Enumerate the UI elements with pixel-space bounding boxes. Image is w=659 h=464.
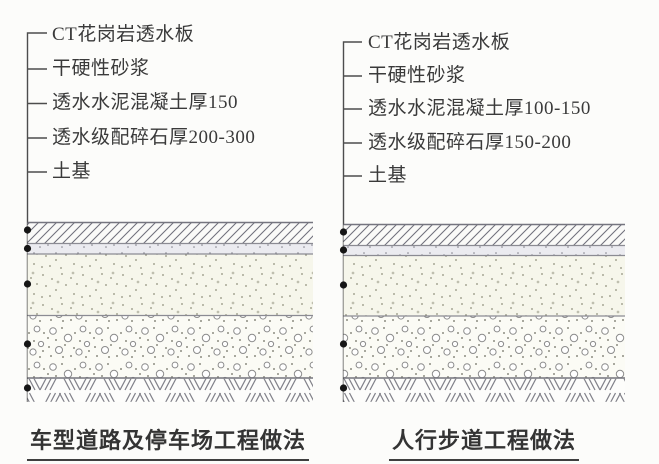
left-diagram-caption: 车型道路及停车场工程做法	[26, 423, 310, 461]
layer-boundary-lines	[343, 223, 625, 379]
layer-label-gravel: 透水级配碎石厚200-300	[52, 127, 256, 149]
layer-label-concrete: 透水水泥混凝土厚150	[52, 92, 239, 114]
layer-marker-dot	[339, 246, 348, 254]
layer-boundary-lines	[27, 221, 313, 379]
layer-marker-dot	[23, 244, 32, 253]
granite-slab-layer	[27, 222, 313, 244]
right-diagram-drawing	[339, 41, 625, 402]
mortar-layer	[27, 243, 313, 254]
mortar-layer	[343, 245, 625, 256]
layer-label-subgrade: 土基	[52, 161, 92, 183]
layer-label-subgrade: 土基	[368, 165, 408, 187]
granite-slab-layer	[343, 224, 625, 246]
layer-marker-dot	[23, 340, 32, 348]
gravel-layer	[343, 316, 625, 378]
left-diagram-drawing	[23, 32, 313, 402]
right-diagram-caption: 人行步道工程做法	[388, 423, 580, 461]
leader-line	[26, 32, 47, 402]
layer-label-mortar: 干硬性砂浆	[368, 65, 466, 87]
gravel-layer	[27, 315, 313, 378]
concrete-layer	[343, 255, 625, 316]
subgrade-layer	[343, 378, 625, 402]
layer-marker-dot	[339, 384, 348, 392]
layer-marker-dot	[339, 340, 348, 348]
layer-marker-dot	[339, 228, 348, 236]
layer-marker-dot	[339, 281, 348, 289]
layer-label-mortar: 干硬性砂浆	[52, 58, 150, 80]
layer-marker-dot	[23, 280, 32, 288]
layer-marker-dots	[23, 226, 32, 392]
subgrade-layer	[27, 378, 313, 402]
layer-label-granite: CT花岗岩透水板	[52, 24, 195, 46]
layer-marker-dot	[23, 384, 32, 392]
layer-marker-dot	[23, 226, 32, 234]
leader-line	[342, 41, 362, 402]
layer-label-granite: CT花岗岩透水板	[368, 32, 511, 54]
layer-marker-dots	[339, 228, 348, 392]
concrete-layer	[27, 254, 313, 315]
layer-label-gravel: 透水级配碎石厚150-200	[368, 132, 572, 154]
layer-label-concrete: 透水水泥混凝土厚100-150	[368, 98, 591, 120]
